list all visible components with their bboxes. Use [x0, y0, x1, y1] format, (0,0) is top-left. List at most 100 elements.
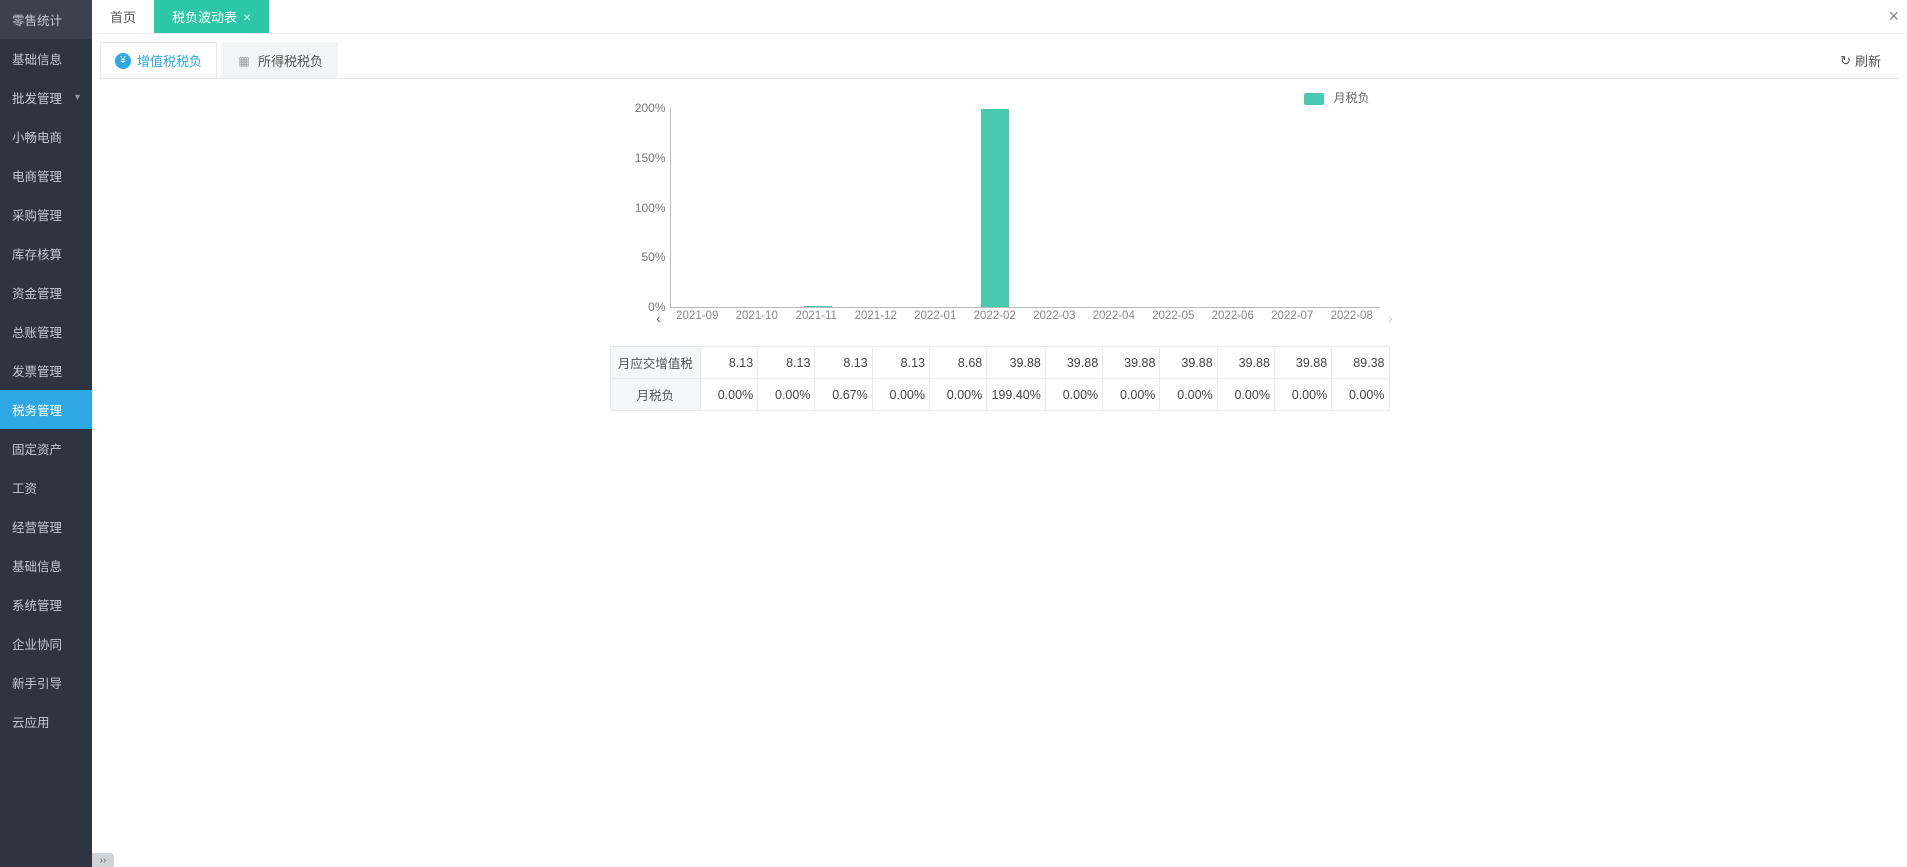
sidebar-item[interactable]: 基础信息	[0, 546, 92, 585]
chart-bar	[804, 306, 832, 307]
sidebar-item-label: 发票管理	[12, 361, 62, 380]
sidebar-item[interactable]: 企业协同	[0, 624, 92, 663]
sidebar-item-label: 零售统计	[12, 10, 62, 29]
sidebar-item[interactable]: 总账管理	[0, 312, 92, 351]
table-cell: 39.88	[1160, 347, 1217, 379]
chart-y-tick: 100%	[621, 201, 666, 215]
chart-x-label: 2022-05	[1152, 310, 1194, 322]
legend-label: 月税负	[1333, 91, 1369, 105]
chart-bar	[981, 109, 1009, 307]
refresh-label: 刷新	[1855, 51, 1881, 70]
page-tab[interactable]: 税负波动表 ×	[154, 0, 269, 33]
table-cell: 199.40%	[987, 379, 1046, 411]
sidebar-item[interactable]: 小畅电商	[0, 117, 92, 156]
chart-x-label: 2022-03	[1033, 310, 1075, 322]
table-cell: 39.88	[1217, 347, 1274, 379]
chevron-down-icon: ▾	[75, 92, 80, 103]
page-tab-bar: 首页 税负波动表 ×	[92, 0, 1907, 34]
legend-swatch	[1304, 93, 1324, 105]
sidebar-item[interactable]: 资金管理	[0, 273, 92, 312]
subtab-label: 所得税税负	[258, 51, 323, 70]
chart-next-icon[interactable]: ›	[1382, 310, 1400, 326]
close-icon[interactable]: ×	[243, 10, 251, 24]
sidebar-item[interactable]: 批发管理 ▾	[0, 78, 92, 117]
subtab-label: 增值税税负	[137, 51, 202, 70]
table-cell: 89.38	[1332, 347, 1389, 379]
income-tax-icon: ▦	[236, 53, 252, 69]
refresh-button[interactable]: ↻ 刷新	[1840, 51, 1881, 70]
table-cell: 0.67%	[815, 379, 872, 411]
chart-plot-area: 0%50%100%150%200%	[670, 108, 1380, 308]
chart-x-label: 2022-01	[914, 310, 956, 322]
sidebar-item-label: 资金管理	[12, 283, 62, 302]
tab-label: 首页	[110, 7, 136, 26]
sidebar-collapse-handle[interactable]: ››	[92, 853, 114, 867]
sidebar-item-label: 批发管理	[12, 88, 62, 107]
table-cell: 8.13	[872, 347, 929, 379]
sidebar-item-label: 新手引导	[12, 673, 62, 692]
table-cell: 8.13	[700, 347, 757, 379]
sidebar-item-label: 采购管理	[12, 205, 62, 224]
sidebar-item[interactable]: 税务管理	[0, 390, 92, 429]
table-cell: 0.00%	[1274, 379, 1331, 411]
chart-x-label: 2021-12	[855, 310, 897, 322]
tab-label: 税负波动表	[172, 7, 237, 26]
content-panel: ¥增值税税负▦所得税税负 ↻ 刷新 月税负 0%50%100%150%200% …	[92, 34, 1907, 867]
refresh-icon: ↻	[1840, 53, 1851, 69]
sidebar-item[interactable]: 新手引导	[0, 663, 92, 702]
tax-data-table: 月应交增值税8.138.138.138.138.6839.8839.8839.8…	[610, 346, 1390, 411]
vat-icon: ¥	[115, 53, 131, 69]
chart-y-tick: 200%	[621, 101, 666, 115]
sidebar-item-label: 小畅电商	[12, 127, 62, 146]
table-row: 月税负0.00%0.00%0.67%0.00%0.00%199.40%0.00%…	[610, 379, 1389, 411]
sidebar-item-label: 经营管理	[12, 517, 62, 536]
chart-x-label: 2021-09	[676, 310, 718, 322]
subtab[interactable]: ▦ 所得税税负	[221, 42, 338, 79]
close-all-tabs-icon[interactable]: ×	[1888, 6, 1899, 27]
main: 首页 税负波动表 × × ¥ 增值税税负 ▦ 所得税税负 ↻ 刷新 月税负 0%50%10…	[92, 0, 1907, 867]
table-cell: 0.00%	[1332, 379, 1389, 411]
sidebar-item[interactable]: 工资	[0, 468, 92, 507]
table-cell: 39.88	[1274, 347, 1331, 379]
chart-region: 月税负 0%50%100%150%200% ‹ 2021-092021-1020…	[610, 89, 1390, 411]
subtab[interactable]: ¥ 增值税税负	[100, 42, 217, 79]
sidebar-item[interactable]: 采购管理	[0, 195, 92, 234]
table-cell: 8.13	[815, 347, 872, 379]
table-cell: 39.88	[1103, 347, 1160, 379]
chart-y-tick: 50%	[621, 250, 666, 264]
bar-chart: 0%50%100%150%200% ‹ 2021-092021-102021-1…	[670, 108, 1380, 328]
table-cell: 39.88	[987, 347, 1046, 379]
sidebar-item[interactable]: 库存核算	[0, 234, 92, 273]
sidebar-item[interactable]: 零售统计	[0, 0, 92, 39]
subtab-row: ¥ 增值税税负 ▦ 所得税税负 ↻ 刷新	[100, 42, 1899, 79]
sidebar-item[interactable]: 基础信息	[0, 39, 92, 78]
sidebar-item[interactable]: 经营管理	[0, 507, 92, 546]
table-cell: 39.88	[1045, 347, 1102, 379]
table-cell: 0.00%	[872, 379, 929, 411]
table-cell: 8.13	[758, 347, 815, 379]
chart-x-label: 2022-07	[1271, 310, 1313, 322]
chart-x-label: 2022-04	[1093, 310, 1135, 322]
sidebar-item-label: 基础信息	[12, 49, 62, 68]
chart-x-axis: ‹ 2021-092021-102021-112021-122022-01202…	[650, 308, 1400, 328]
chart-x-label: 2021-10	[736, 310, 778, 322]
sidebar-item[interactable]: 发票管理	[0, 351, 92, 390]
sidebar-item[interactable]: 电商管理	[0, 156, 92, 195]
table-cell: 0.00%	[929, 379, 986, 411]
chart-x-labels: 2021-09 2021-10 2021-11 2021-12 2022-01 2022-…	[668, 308, 1382, 328]
sidebar-item-label: 总账管理	[12, 322, 62, 341]
sidebar-item[interactable]: 云应用	[0, 702, 92, 741]
sidebar-item[interactable]: 固定资产	[0, 429, 92, 468]
chart-x-label: 2022-08	[1331, 310, 1373, 322]
table-cell: 8.68	[929, 347, 986, 379]
sidebar: 零售统计基础信息批发管理▾小畅电商电商管理采购管理库存核算资金管理总账管理发票管…	[0, 0, 92, 867]
sidebar-item-label: 固定资产	[12, 439, 62, 458]
chart-x-label: 2022-02	[974, 310, 1016, 322]
tax-burden-panel: 月税负 0%50%100%150%200% ‹ 2021-092021-1020…	[100, 78, 1899, 847]
table-cell: 0.00%	[758, 379, 815, 411]
page-tab[interactable]: 首页	[92, 0, 154, 33]
chart-x-label: 2021-11	[796, 310, 837, 322]
chart-prev-icon[interactable]: ‹	[650, 310, 668, 326]
sidebar-item[interactable]: 系统管理	[0, 585, 92, 624]
table-cell: 0.00%	[1045, 379, 1102, 411]
